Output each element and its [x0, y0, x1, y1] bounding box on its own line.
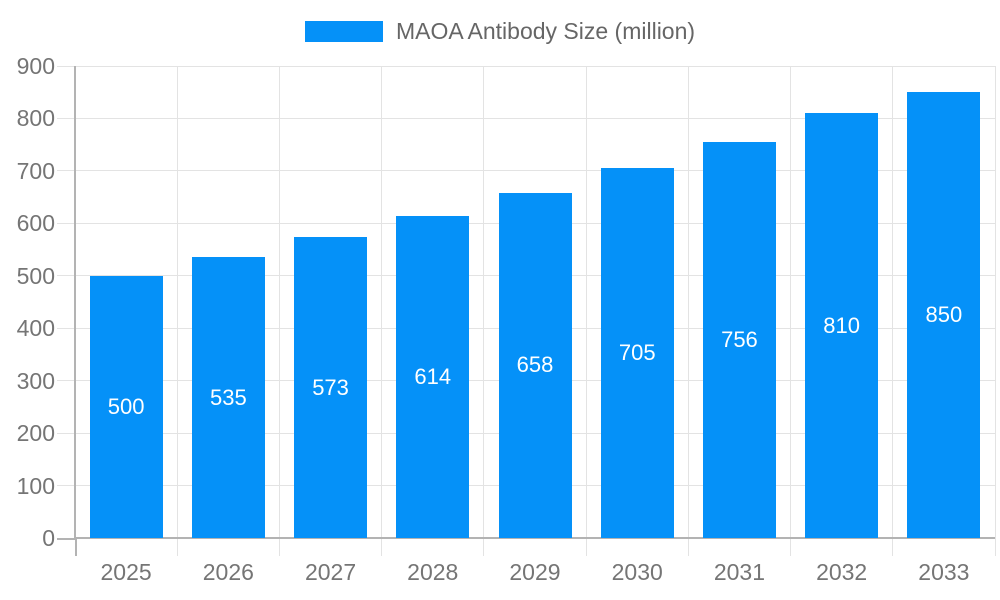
x-gridline	[994, 66, 996, 538]
x-axis-label: 2025	[100, 559, 152, 585]
y-gridline	[75, 117, 995, 119]
bar[interactable]	[907, 92, 981, 538]
x-gridline	[687, 66, 689, 538]
y-axis-tick	[57, 117, 75, 119]
x-axis-tick	[278, 538, 280, 556]
x-gridline	[381, 66, 383, 538]
bar-value-label: 535	[209, 384, 247, 410]
x-axis-tick	[483, 538, 485, 556]
y-axis-label: 800	[16, 105, 55, 132]
y-axis-line	[74, 66, 76, 538]
bar[interactable]	[600, 168, 674, 538]
y-axis-label: 200	[16, 420, 55, 447]
y-axis-tick	[57, 380, 75, 382]
y-axis-tick	[57, 327, 75, 329]
bar[interactable]	[89, 275, 163, 538]
y-gridline	[75, 65, 995, 67]
bar-value-label: 658	[516, 352, 554, 378]
y-gridline	[75, 170, 995, 172]
bar-value-label: 614	[414, 363, 452, 389]
bar-value-label: 500	[107, 393, 145, 419]
x-gridline	[176, 66, 178, 538]
x-axis-tick	[176, 538, 178, 556]
legend: MAOA Antibody Size (million)	[0, 18, 1000, 45]
x-axis-tick	[687, 538, 689, 556]
x-axis-tick	[74, 538, 77, 556]
bar[interactable]	[294, 237, 368, 538]
bar[interactable]	[396, 215, 470, 538]
y-axis-label: 600	[16, 210, 55, 237]
bar-value-label: 705	[618, 340, 656, 366]
x-axis-line	[75, 537, 995, 539]
y-axis-label: 0	[42, 525, 55, 551]
y-axis-tick	[57, 170, 75, 172]
x-axis-tick	[994, 538, 996, 556]
x-gridline	[278, 66, 280, 538]
y-axis-tick	[57, 537, 75, 540]
x-axis-tick	[585, 538, 587, 556]
y-axis-label: 400	[16, 315, 55, 342]
x-gridline	[585, 66, 587, 538]
y-axis-label: 900	[16, 53, 55, 79]
y-axis-tick	[57, 275, 75, 277]
bar-value-label: 573	[312, 374, 349, 400]
y-axis-tick	[57, 222, 75, 224]
y-axis-tick	[57, 432, 75, 434]
bar[interactable]	[498, 192, 572, 538]
y-axis-tick	[57, 65, 75, 67]
legend-swatch-icon[interactable]	[304, 21, 383, 42]
y-axis-label: 700	[16, 157, 55, 184]
x-axis-label: 2026	[202, 559, 254, 585]
bar-value-label: 756	[721, 326, 758, 352]
x-axis-tick	[892, 538, 894, 556]
x-axis-label: 2029	[509, 559, 561, 585]
bar[interactable]	[702, 141, 776, 538]
bar[interactable]	[191, 257, 265, 538]
y-axis-label: 100	[16, 472, 55, 499]
x-axis-label: 2027	[304, 559, 357, 585]
x-axis-label: 2032	[816, 559, 868, 585]
bar[interactable]	[805, 113, 879, 538]
bar-value-label: 810	[823, 312, 861, 338]
x-axis-label: 2030	[611, 559, 663, 585]
x-axis-tick	[381, 538, 383, 556]
x-gridline	[483, 66, 485, 538]
y-axis-label: 300	[16, 367, 55, 394]
x-gridline	[790, 66, 792, 538]
x-gridline	[892, 66, 894, 538]
x-axis-label: 2031	[713, 559, 766, 585]
y-axis-tick	[57, 485, 75, 487]
bar-value-label: 850	[925, 302, 963, 328]
x-axis-tick	[790, 538, 792, 556]
x-axis-label: 2033	[918, 559, 970, 585]
y-axis-label: 500	[16, 262, 55, 289]
legend-label[interactable]: MAOA Antibody Size (million)	[395, 18, 696, 44]
x-axis-label: 2028	[407, 559, 459, 585]
